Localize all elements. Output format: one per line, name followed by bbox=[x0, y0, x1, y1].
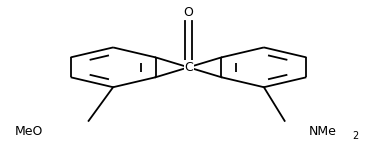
Text: MeO: MeO bbox=[15, 125, 43, 138]
Text: O: O bbox=[184, 6, 193, 19]
Text: NMe: NMe bbox=[309, 125, 337, 138]
Text: C: C bbox=[184, 61, 193, 74]
Text: 2: 2 bbox=[352, 131, 359, 141]
